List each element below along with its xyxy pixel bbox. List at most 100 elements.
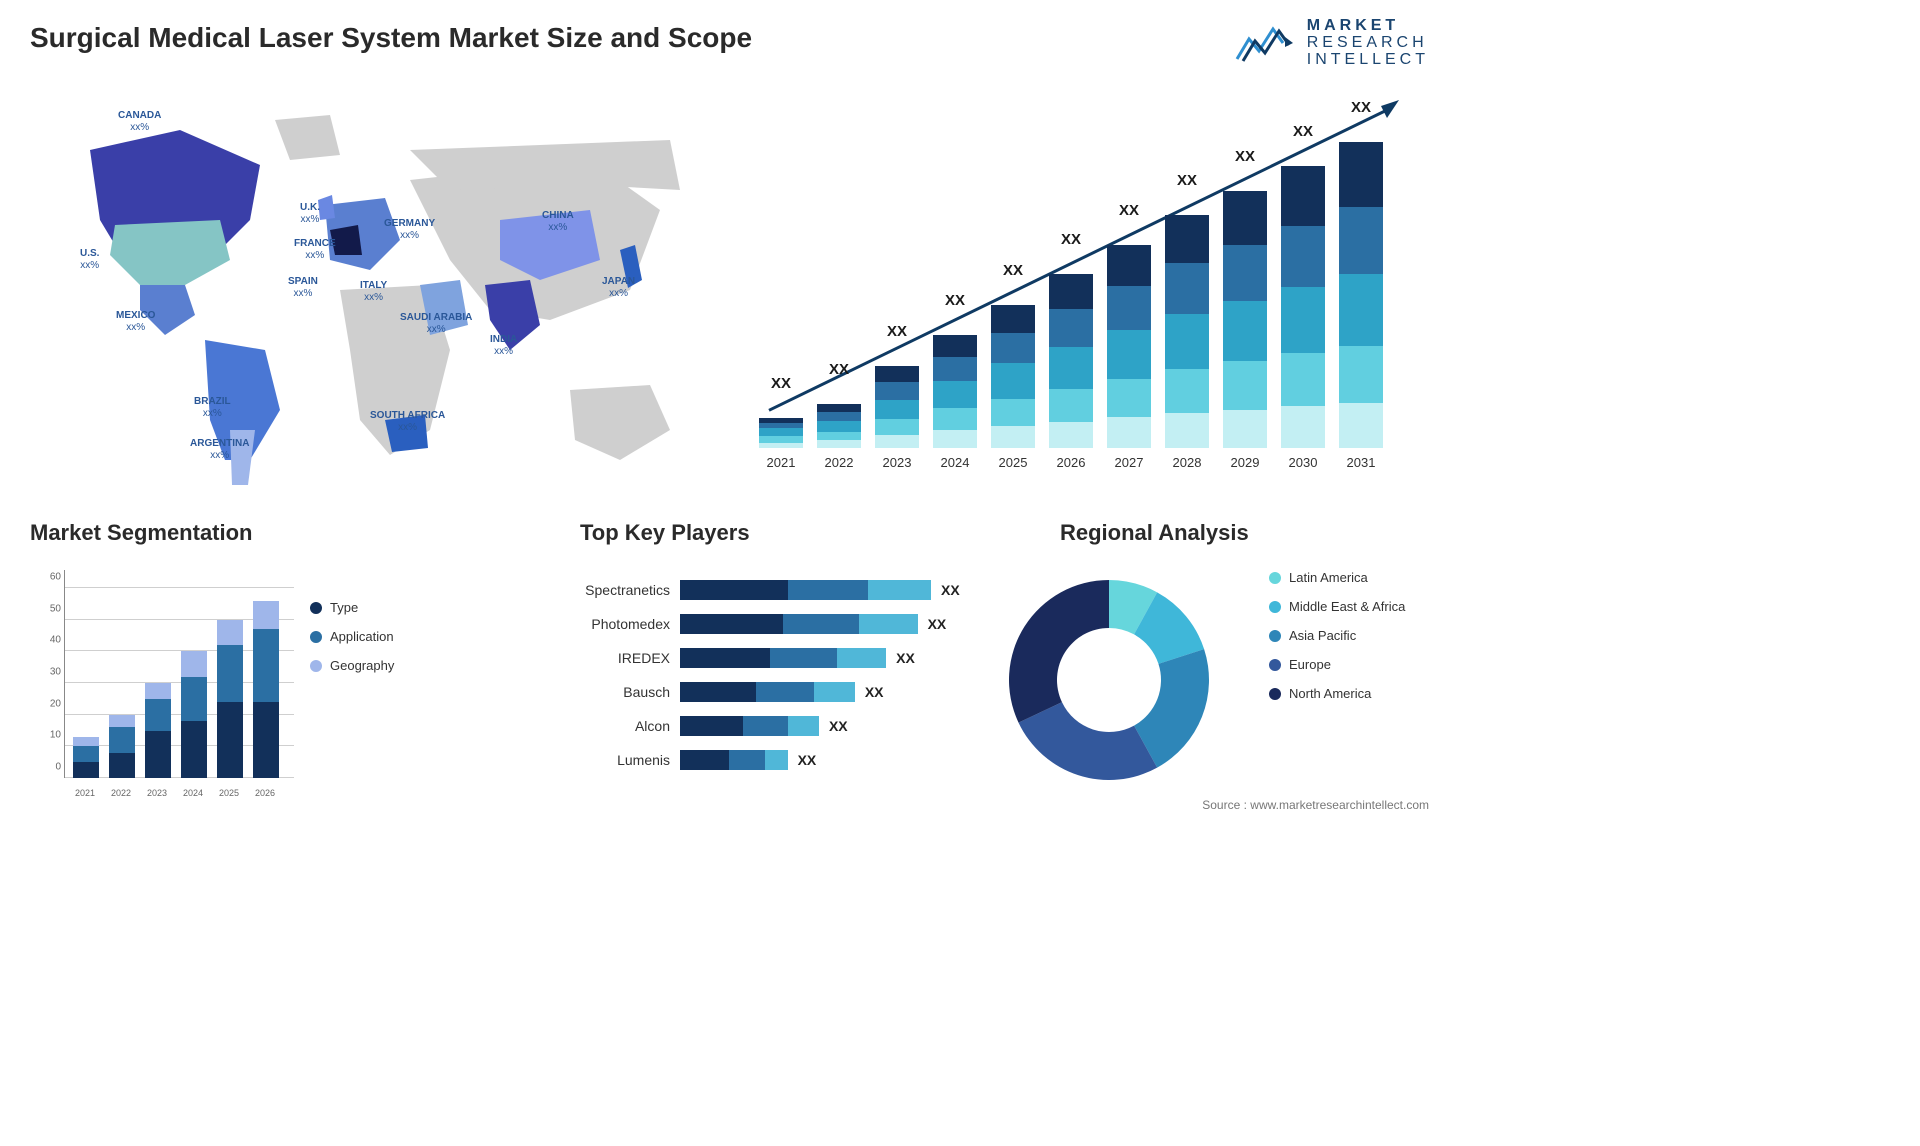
map-label-china: CHINAxx% [542, 210, 574, 233]
growth-bar-value-label: XX [1049, 231, 1093, 248]
regional-legend: Latin AmericaMiddle East & AfricaAsia Pa… [1269, 570, 1429, 715]
seg-legend-item-geography: Geography [310, 658, 420, 673]
growth-bar-seg [817, 440, 861, 448]
growth-bar-seg [933, 430, 977, 448]
player-bar-seg [680, 682, 756, 702]
growth-bar-value-label: XX [759, 375, 803, 392]
legend-swatch-icon [1269, 630, 1281, 642]
growth-bar-2027 [1107, 245, 1151, 448]
growth-bar-seg [1281, 226, 1325, 288]
growth-bar-seg [875, 366, 919, 383]
map-region-gl [275, 115, 340, 160]
growth-bar-seg [1049, 347, 1093, 389]
growth-bar-seg [991, 399, 1035, 427]
growth-bar-2029 [1223, 191, 1267, 448]
growth-stacked-bar-chart: XXXXXXXXXXXXXXXXXXXXXX 20212022202320242… [759, 100, 1419, 470]
player-bar-seg [770, 648, 837, 668]
player-bar-seg [756, 682, 814, 702]
seg-legend-item-type: Type [310, 600, 420, 615]
seg-bar-seg-application [217, 645, 243, 702]
page-title: Surgical Medical Laser System Market Siz… [30, 22, 752, 54]
player-bar-seg [729, 750, 765, 770]
growth-bar-seg [991, 305, 1035, 333]
player-bar-seg [788, 580, 869, 600]
legend-swatch-icon [1269, 601, 1281, 613]
seg-bar-seg-type [253, 702, 279, 778]
growth-bar-value-label: XX [991, 262, 1035, 279]
seg-y-tick: 60 [37, 572, 61, 583]
growth-bar-seg [1165, 369, 1209, 413]
growth-bar-seg [991, 333, 1035, 364]
seg-y-tick: 20 [37, 698, 61, 709]
growth-bar-value-label: XX [1107, 202, 1151, 219]
growth-bar-value-label: XX [1281, 123, 1325, 140]
seg-bar-seg-application [109, 727, 135, 752]
player-bar-seg [837, 648, 886, 668]
growth-bar-2024 [933, 335, 977, 448]
growth-bar-value-label: XX [1339, 99, 1383, 116]
legend-swatch-icon [310, 660, 322, 672]
growth-bar-seg [759, 436, 803, 443]
player-name: Spectranetics [560, 582, 680, 598]
seg-y-tick: 30 [37, 667, 61, 678]
map-region-ru [410, 140, 680, 190]
map-label-us: U.S.xx% [80, 248, 99, 271]
seg-bar-seg-geography [217, 620, 243, 645]
player-bar-seg [680, 750, 729, 770]
section-heading-players: Top Key Players [580, 520, 750, 546]
map-region-us [110, 220, 230, 285]
growth-bar-seg [1165, 215, 1209, 263]
top-key-players-bar-chart: SpectraneticsXXPhotomedexXXIREDEXXXBausc… [560, 560, 980, 800]
growth-bar-seg [1223, 410, 1267, 449]
map-label-japan: JAPANxx% [602, 276, 635, 299]
seg-bar-seg-type [217, 702, 243, 778]
seg-bar-seg-application [253, 629, 279, 702]
map-label-brazil: BRAZILxx% [194, 396, 231, 419]
player-value-label: XX [941, 582, 960, 598]
growth-x-label: 2023 [875, 455, 919, 470]
growth-bar-2028 [1165, 215, 1209, 448]
player-bar-seg [868, 580, 931, 600]
player-row-iredex: IREDEXXX [560, 646, 980, 670]
growth-bar-2026 [1049, 274, 1093, 448]
legend-label: Type [330, 600, 358, 615]
seg-y-tick: 10 [37, 730, 61, 741]
player-bar [680, 716, 819, 736]
growth-bar-seg [1049, 274, 1093, 309]
player-bar-seg [680, 716, 743, 736]
seg-bar-2026 [253, 601, 279, 778]
player-bar-seg [859, 614, 917, 634]
player-name: IREDEX [560, 650, 680, 666]
growth-bar-seg [1165, 314, 1209, 369]
growth-bar-seg [759, 443, 803, 449]
seg-bar-seg-geography [145, 683, 171, 699]
growth-bar-seg [1049, 389, 1093, 422]
brand-logo: MARKET RESEARCH INTELLECT [1235, 18, 1429, 68]
player-bar-seg [765, 750, 787, 770]
map-label-canada: CANADAxx% [118, 110, 161, 133]
map-label-india: INDIAxx% [490, 334, 517, 357]
map-label-argentina: ARGENTINAxx% [190, 438, 249, 461]
growth-bar-seg [1281, 353, 1325, 406]
seg-x-label: 2025 [219, 788, 239, 798]
growth-bar-seg [817, 412, 861, 421]
player-bar-seg [788, 716, 819, 736]
growth-bar-seg [1339, 207, 1383, 274]
legend-label: Asia Pacific [1289, 628, 1356, 643]
player-row-lumenis: LumenisXX [560, 748, 980, 772]
map-label-safrica: SOUTH AFRICAxx% [370, 410, 445, 433]
map-label-saudi: SAUDI ARABIAxx% [400, 312, 472, 335]
growth-x-label: 2024 [933, 455, 977, 470]
growth-bar-seg [759, 428, 803, 436]
growth-bar-seg [1223, 191, 1267, 245]
growth-bar-value-label: XX [933, 292, 977, 309]
legend-label: Europe [1289, 657, 1331, 672]
logo-text: MARKET RESEARCH INTELLECT [1307, 18, 1429, 68]
legend-label: Latin America [1289, 570, 1368, 585]
legend-swatch-icon [1269, 688, 1281, 700]
regional-legend-item: Latin America [1269, 570, 1429, 585]
seg-y-tick: 0 [37, 762, 61, 773]
seg-bar-seg-application [73, 746, 99, 762]
seg-bar-seg-geography [253, 601, 279, 630]
map-label-uk: U.K.xx% [300, 202, 320, 225]
